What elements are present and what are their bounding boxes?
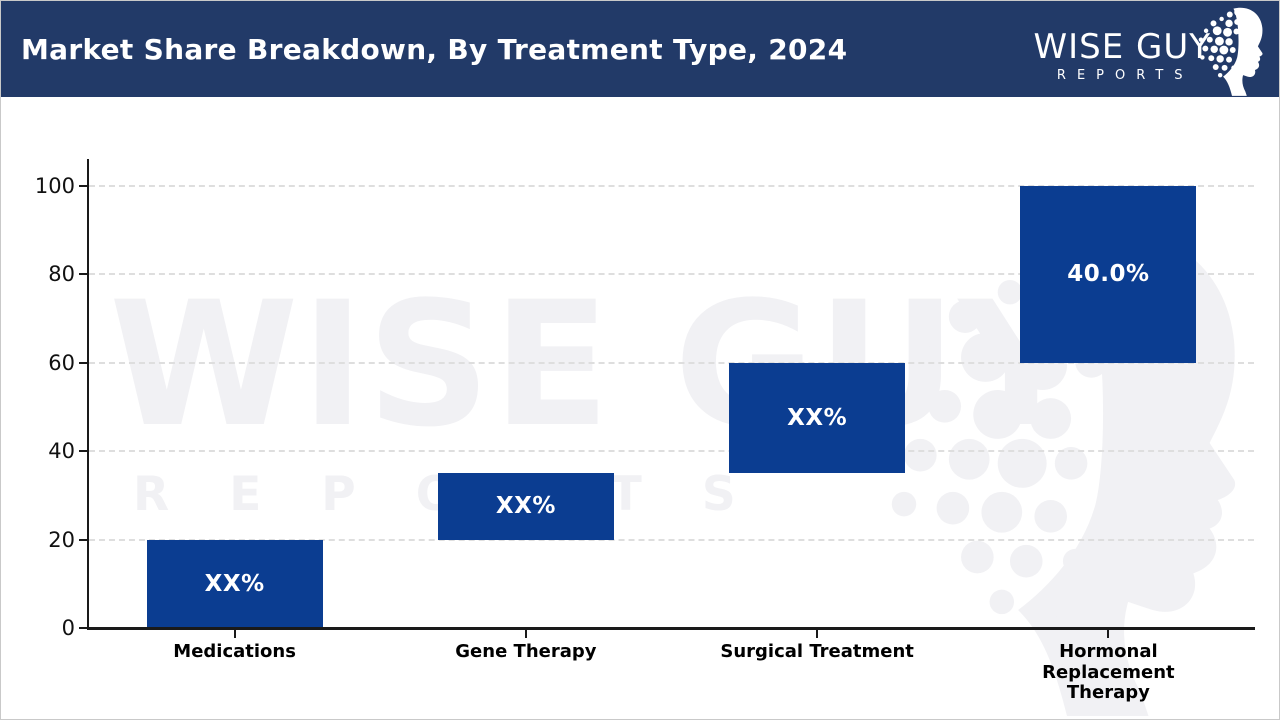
y-tick-mark bbox=[79, 273, 88, 276]
x-category-label-line: Hormonal bbox=[1059, 641, 1158, 662]
x-tick-mark bbox=[816, 630, 819, 638]
y-tick-mark bbox=[79, 450, 88, 453]
page-title: Market Share Breakdown, By Treatment Typ… bbox=[21, 32, 848, 66]
x-category-label-line: Gene Therapy bbox=[455, 641, 597, 662]
gridline bbox=[89, 273, 1254, 276]
y-tick-mark bbox=[79, 627, 88, 629]
bar-value-label: XX% bbox=[495, 493, 556, 520]
gridline bbox=[89, 361, 1254, 364]
bar-value-label: XX% bbox=[204, 570, 265, 597]
x-category-label: Surgical Treatment bbox=[707, 641, 927, 663]
bar-segment: XX% bbox=[146, 539, 323, 628]
brand-logo: WISE GUY REPORTS bbox=[1033, 7, 1269, 96]
y-tick-label: 20 bbox=[48, 527, 75, 552]
x-category-label: Hormonal Replacement Therapy bbox=[998, 641, 1218, 704]
y-tick-label: 60 bbox=[48, 350, 75, 375]
x-tick-mark bbox=[524, 630, 527, 638]
y-tick-label: 100 bbox=[34, 174, 75, 198]
brand-face-icon bbox=[1198, 7, 1263, 96]
x-category-label-line: Replacement bbox=[1042, 661, 1175, 683]
watermark-brand-name: WISE GUY bbox=[109, 264, 1086, 465]
brand-name: WISE GUY bbox=[1033, 26, 1211, 67]
y-tick-label: 0 bbox=[61, 616, 75, 640]
bar-segment: 40.0% bbox=[1020, 186, 1197, 363]
y-tick-mark bbox=[79, 361, 88, 364]
x-tick-mark bbox=[1107, 630, 1110, 638]
bar-segment: XX% bbox=[729, 362, 906, 474]
gridline bbox=[89, 185, 1254, 187]
x-category-label-line: Medications bbox=[173, 641, 296, 662]
bar-segment: XX% bbox=[437, 473, 614, 540]
y-tick-label: 80 bbox=[48, 262, 75, 287]
x-category-label-line: Surgical Treatment bbox=[720, 641, 914, 662]
y-axis-line bbox=[87, 159, 89, 630]
gridline bbox=[89, 450, 1254, 453]
brand-logo-text: WISE GUY REPORTS bbox=[1033, 30, 1211, 82]
x-tick-mark bbox=[233, 630, 236, 638]
header-bar: Market Share Breakdown, By Treatment Typ… bbox=[1, 1, 1279, 97]
gridline bbox=[89, 538, 1254, 541]
y-tick-mark bbox=[79, 538, 88, 541]
x-axis-line bbox=[87, 627, 1255, 630]
x-category-label: Gene Therapy bbox=[416, 641, 636, 663]
y-tick-mark bbox=[79, 185, 88, 187]
y-tick-label: 40 bbox=[48, 439, 75, 464]
bar-value-label: 40.0% bbox=[1067, 261, 1150, 288]
x-category-label-line: Therapy bbox=[1066, 682, 1150, 704]
brand-subtitle: REPORTS bbox=[1056, 67, 1194, 83]
bar-value-label: XX% bbox=[787, 405, 848, 432]
x-category-label: Medications bbox=[125, 641, 345, 663]
